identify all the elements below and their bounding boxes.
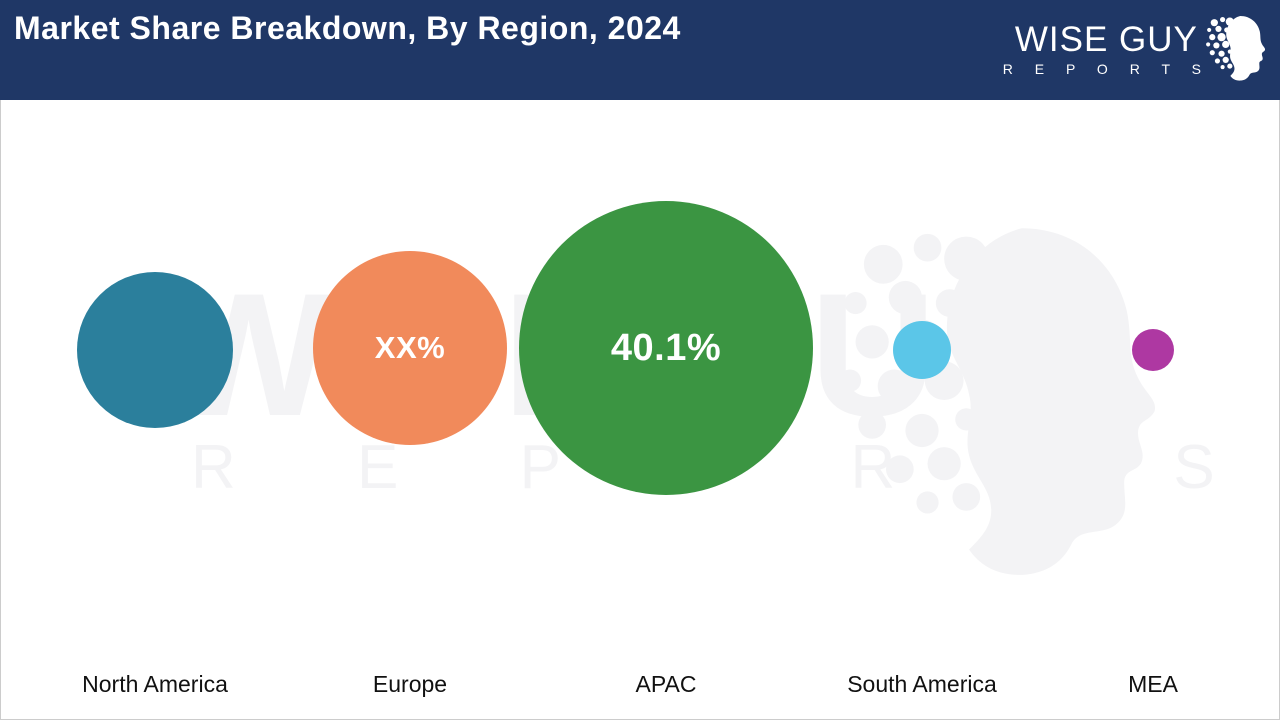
brand-subtext: R E P O R T S xyxy=(1002,60,1210,77)
category-label-apac: APAC xyxy=(635,671,697,697)
brand-wordmark: WISE GUY R E P O R T S xyxy=(1003,20,1210,77)
bubble-value-label-europe: XX% xyxy=(374,330,446,365)
category-label-mea: MEA xyxy=(1128,671,1178,697)
bubble-north-america xyxy=(77,272,233,428)
bubble-europe: XX% xyxy=(313,251,507,445)
brand-name: WISE GUY xyxy=(1014,19,1198,59)
bubble-south-america xyxy=(893,321,951,379)
category-label-europe: Europe xyxy=(372,671,448,697)
brand-logo: WISE GUY R E P O R T S xyxy=(1003,6,1266,90)
bubble-mea xyxy=(1132,329,1174,371)
header-bar: Market Share Breakdown, By Region, 2024 … xyxy=(0,0,1280,100)
watermark-face-icon xyxy=(838,228,1156,575)
chart-area: WISE GUY R E P O R T S XX%40.1% North Am… xyxy=(0,100,1280,720)
category-label-south-america: South America xyxy=(847,671,997,697)
brand-face-icon xyxy=(1206,15,1266,81)
page-title: Market Share Breakdown, By Region, 2024 xyxy=(14,10,681,46)
bubble-value-label-apac: 40.1% xyxy=(610,326,722,369)
bubble-apac: 40.1% xyxy=(519,201,813,495)
category-label-north-america: North America xyxy=(82,671,228,697)
